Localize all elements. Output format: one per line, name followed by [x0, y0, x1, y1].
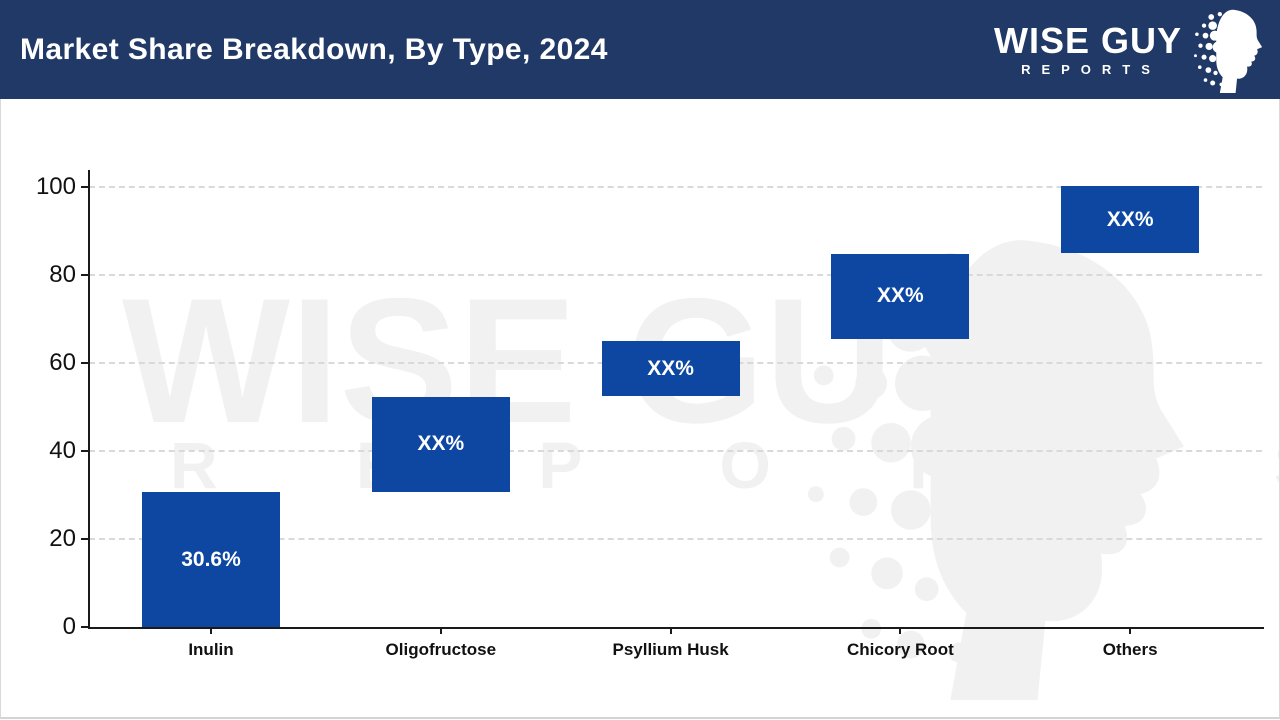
y-axis-tick	[81, 274, 89, 276]
y-axis-tick	[81, 450, 89, 452]
x-axis-tick	[669, 627, 672, 634]
dotted-face-icon	[1194, 9, 1263, 93]
y-axis-tick-label: 40	[49, 437, 76, 464]
x-axis-category-label: Oligofructose	[385, 640, 497, 659]
chart-title: Market Share Breakdown, By Type, 2024	[20, 32, 608, 66]
header-bar: Market Share Breakdown, By Type, 2024 WI…	[0, 0, 1280, 99]
y-axis-tick	[81, 626, 89, 628]
y-axis-line	[88, 170, 90, 629]
y-axis-tick	[81, 362, 89, 364]
logo-subtext: REPORTS	[1021, 62, 1161, 77]
y-axis-tick	[81, 538, 89, 540]
x-axis-tick	[1129, 627, 1132, 634]
bar-segment: XX%	[1061, 186, 1200, 253]
x-axis-tick	[210, 627, 212, 634]
logo-text: WISE GUY REPORTS	[993, 20, 1182, 77]
bar-value-label: XX%	[647, 356, 694, 380]
y-axis-tick-label: 0	[62, 613, 76, 640]
logo-wordmark: WISE GUY	[993, 20, 1182, 61]
bar-segment: XX%	[831, 253, 970, 339]
x-axis-tick	[899, 627, 902, 634]
gridline	[89, 274, 1262, 276]
y-axis-tick	[81, 186, 89, 188]
bar-segment: XX%	[371, 396, 510, 492]
y-axis-tick-label: 60	[49, 349, 76, 376]
x-axis-line	[88, 627, 1264, 629]
x-axis-category-label: Others	[1102, 640, 1158, 659]
gridline	[89, 186, 1262, 188]
bar-segment: 30.6%	[142, 492, 280, 627]
gridline	[89, 450, 1262, 452]
x-axis-category-label: Chicory Root	[847, 640, 954, 659]
bar-value-label: 30.6%	[181, 547, 241, 571]
x-axis-category-label: Psyllium Husk	[612, 640, 729, 659]
bar-value-label: XX%	[877, 284, 924, 308]
y-axis-tick-label: 80	[49, 261, 76, 288]
x-axis-tick	[439, 627, 442, 634]
bar-value-label: XX%	[417, 432, 465, 456]
gridline	[89, 538, 1262, 540]
bar-value-label: XX%	[1106, 207, 1154, 231]
x-axis-category-label: Inulin	[188, 640, 234, 659]
bar-segment: XX%	[601, 341, 740, 396]
y-axis-tick-label: 100	[35, 173, 76, 200]
wise-guy-reports-logo: WISE GUY REPORTS	[994, 7, 1266, 93]
y-axis-tick-label: 20	[49, 525, 76, 552]
